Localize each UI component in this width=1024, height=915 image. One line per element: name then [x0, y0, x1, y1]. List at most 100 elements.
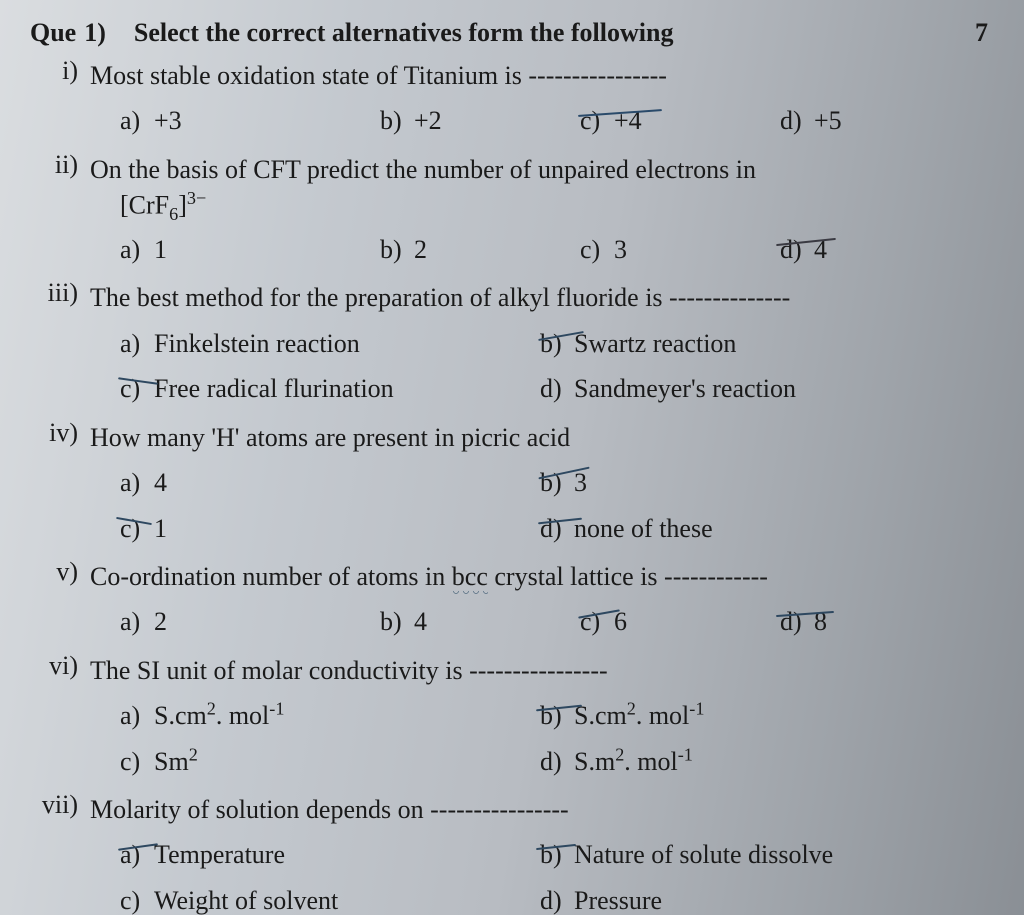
option: b) Swartz reaction — [540, 321, 960, 367]
option-letter: a) — [120, 599, 154, 645]
options-block: a) Temperatureb) Nature of solute dissol… — [120, 832, 994, 915]
options-block: a) Finkelstein reactionb) Swartz reactio… — [120, 321, 994, 412]
option-letter: b) — [540, 460, 574, 506]
option-letter: d) — [780, 599, 814, 645]
option-text: 4 — [154, 460, 167, 506]
option-letter: d) — [540, 506, 574, 552]
option-letter: d) — [780, 227, 814, 273]
option-letter: a) — [120, 460, 154, 506]
option: a) +3 — [120, 98, 380, 144]
option: d) Sandmeyer's reaction — [540, 366, 960, 412]
option-letter: c) — [120, 506, 154, 552]
question-stem: The SI unit of molar conductivity is ---… — [90, 651, 994, 691]
option-text: 6 — [614, 599, 627, 645]
header-row: Que 1) Select the correct alternatives f… — [30, 18, 994, 48]
option-letter: d) — [540, 878, 574, 915]
option: d) Pressure — [540, 878, 960, 915]
options-row: c) Sm2d) S.m2. mol-1 — [120, 739, 994, 785]
option: a) S.cm2. mol-1 — [120, 693, 540, 739]
question-row: v)Co-ordination number of atoms in bcc c… — [30, 557, 994, 597]
option-text: Pressure — [574, 878, 662, 915]
option: a) 2 — [120, 599, 380, 645]
option: a) Temperature — [120, 832, 540, 878]
option-letter: b) — [380, 98, 414, 144]
question-index: iv) — [30, 418, 90, 458]
option: a) 1 — [120, 227, 380, 273]
question-stem: How many 'H' atoms are present in picric… — [90, 418, 994, 458]
option-letter: c) — [580, 227, 614, 273]
section-marks: 7 — [975, 18, 994, 48]
option: d) S.m2. mol-1 — [540, 739, 960, 785]
section-heading: Select the correct alternatives form the… — [134, 18, 975, 48]
option-letter: c) — [580, 599, 614, 645]
option-letter: d) — [540, 366, 574, 412]
options-row: a) Temperatureb) Nature of solute dissol… — [120, 832, 994, 878]
option-letter: c) — [120, 366, 154, 412]
options-row: c) 1d) none of these — [120, 506, 994, 552]
question-stem: Co-ordination number of atoms in bcc cry… — [90, 557, 994, 597]
options-row: a) 2b) 4c) 6d) 8 — [120, 599, 994, 645]
option: d) none of these — [540, 506, 960, 552]
option: d) 8 — [780, 599, 940, 645]
option-text: +3 — [154, 98, 182, 144]
options-row: a) Finkelstein reactionb) Swartz reactio… — [120, 321, 994, 367]
questions-container: i)Most stable oxidation state of Titaniu… — [30, 56, 994, 915]
option-text: Sandmeyer's reaction — [574, 366, 796, 412]
option-text: 1 — [154, 227, 167, 273]
option-text: Swartz reaction — [574, 321, 736, 367]
options-row: a) S.cm2. mol-1b) S.cm2. mol-1 — [120, 693, 994, 739]
option: a) 4 — [120, 460, 540, 506]
question-stem: Molarity of solution depends on --------… — [90, 790, 994, 830]
exam-page: Que 1) Select the correct alternatives f… — [0, 0, 1024, 915]
option-letter: a) — [120, 321, 154, 367]
option: c) 6 — [580, 599, 780, 645]
option: d) +5 — [780, 98, 940, 144]
question-stem: Most stable oxidation state of Titanium … — [90, 56, 994, 96]
question-index: vi) — [30, 651, 90, 691]
question-index: i) — [30, 56, 90, 96]
question-index: v) — [30, 557, 90, 597]
question-row: ii)On the basis of CFT predict the numbe… — [30, 150, 994, 190]
option: c) 1 — [120, 506, 540, 552]
option: c) Weight of solvent — [120, 878, 540, 915]
question-stem: The best method for the preparation of a… — [90, 278, 994, 318]
option: b) 4 — [380, 599, 580, 645]
option-text: S.cm2. mol-1 — [154, 693, 284, 739]
option: b) S.cm2. mol-1 — [540, 693, 960, 739]
option-letter: c) — [580, 98, 614, 144]
option-text: Nature of solute dissolve — [574, 832, 833, 878]
option-text: +5 — [814, 98, 842, 144]
options-row: a) 4b) 3 — [120, 460, 994, 506]
question-index: ii) — [30, 150, 90, 190]
option: a) Finkelstein reaction — [120, 321, 540, 367]
option-letter: a) — [120, 693, 154, 739]
option: b) 2 — [380, 227, 580, 273]
question-row: iv)How many 'H' atoms are present in pic… — [30, 418, 994, 458]
option: b) Nature of solute dissolve — [540, 832, 960, 878]
options-block: a) +3b) +2c) +4d) +5 — [120, 98, 994, 144]
option-text: Finkelstein reaction — [154, 321, 360, 367]
option: c) Sm2 — [120, 739, 540, 785]
option-letter: a) — [120, 98, 154, 144]
option-text: 2 — [154, 599, 167, 645]
question-row: vi)The SI unit of molar conductivity is … — [30, 651, 994, 691]
option-text: 4 — [414, 599, 427, 645]
question-index: vii) — [30, 790, 90, 830]
options-block: a) 2b) 4c) 6d) 8 — [120, 599, 994, 645]
option-text: Temperature — [154, 832, 285, 878]
option-text: Free radical flurination — [154, 366, 394, 412]
option-letter: c) — [120, 878, 154, 915]
option-letter: b) — [380, 599, 414, 645]
option-text: Weight of solvent — [154, 878, 338, 915]
option-text: none of these — [574, 506, 713, 552]
question-row: iii)The best method for the preparation … — [30, 278, 994, 318]
option-letter: b) — [540, 321, 574, 367]
option-letter: b) — [540, 832, 574, 878]
options-block: a) 4b) 3c) 1d) none of these — [120, 460, 994, 551]
option-letter: d) — [540, 739, 574, 785]
option-letter: d) — [780, 98, 814, 144]
que-label: Que — [30, 18, 76, 48]
options-row: c) Free radical flurination d) Sandmeyer'… — [120, 366, 994, 412]
option-text: Sm2 — [154, 739, 198, 785]
option-text: 4 — [814, 227, 827, 273]
